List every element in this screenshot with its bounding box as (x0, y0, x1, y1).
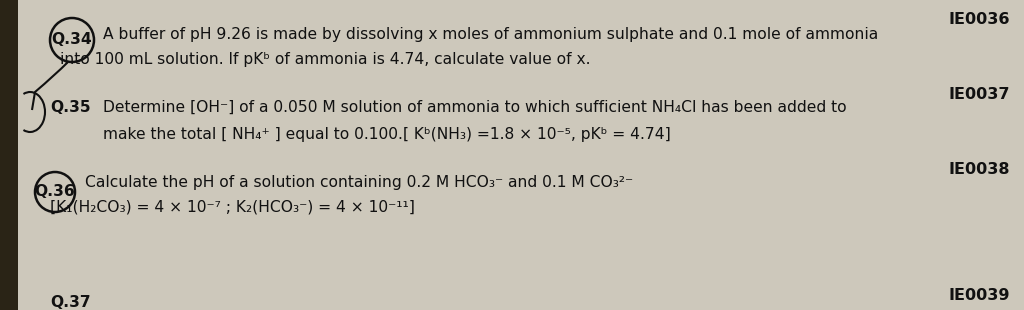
Bar (0, 0, 18, 310)
Text: make the total [ NH₄⁺ ] equal to 0.100.[ Kᵇ(NH₃) =1.8 × 10⁻⁵, pKᵇ = 4.74]: make the total [ NH₄⁺ ] equal to 0.100.[… (103, 127, 671, 142)
Text: IE0036: IE0036 (948, 12, 1010, 27)
Text: into 100 mL solution. If pKᵇ of ammonia is 4.74, calculate value of x.: into 100 mL solution. If pKᵇ of ammonia … (60, 52, 591, 67)
Text: A buffer of pH 9.26 is made by dissolving x moles of ammonium sulphate and 0.1 m: A buffer of pH 9.26 is made by dissolvin… (103, 27, 879, 42)
Text: Determine [OH⁻] of a 0.050 M solution of ammonia to which sufficient NH₄Cl has b: Determine [OH⁻] of a 0.050 M solution of… (103, 100, 847, 115)
Text: IE0037: IE0037 (948, 87, 1010, 102)
Text: Q.35: Q.35 (50, 100, 91, 115)
Text: Q.34: Q.34 (51, 33, 92, 47)
Text: [K₁(H₂CO₃) = 4 × 10⁻⁷ ; K₂(HCO₃⁻) = 4 × 10⁻¹¹]: [K₁(H₂CO₃) = 4 × 10⁻⁷ ; K₂(HCO₃⁻) = 4 × … (50, 200, 415, 215)
Text: Q.37: Q.37 (50, 295, 91, 310)
Text: Q.36: Q.36 (35, 184, 76, 200)
Text: IE0039: IE0039 (948, 288, 1010, 303)
Text: Calculate the pH of a solution containing 0.2 M HCO₃⁻ and 0.1 M CO₃²⁻: Calculate the pH of a solution containin… (85, 175, 633, 190)
Text: IE0038: IE0038 (948, 162, 1010, 177)
